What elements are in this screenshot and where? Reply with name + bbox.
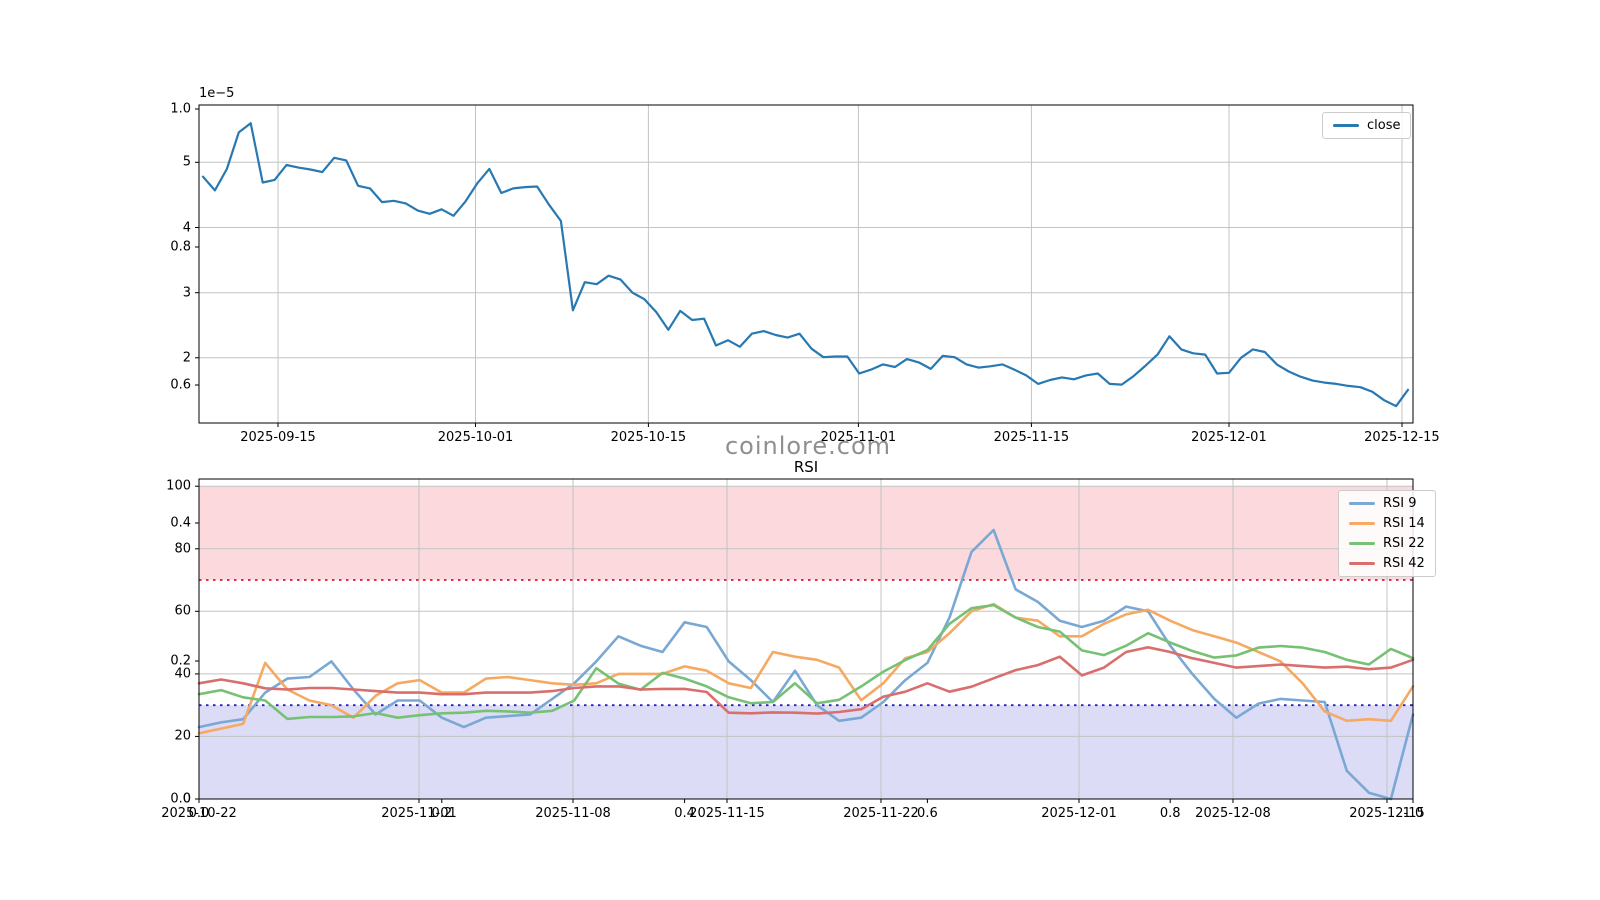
price-xtick-label: 2025-11-01 [820,430,897,445]
price-ytick-label: 2 [182,350,191,366]
overlay-ytick-label: 0.2 [170,653,191,669]
overlay-xtick-label: 0.4 [674,806,695,821]
legend-item-rsi-22[interactable]: RSI 22 [1349,536,1425,551]
rsi-legend[interactable]: RSI 9 RSI 14 RSI 22 RSI 42 [1338,490,1436,577]
legend-swatch [1349,502,1375,505]
close-line-swatch [1333,124,1359,127]
rsi-band [199,705,1413,799]
overlay-xtick-label: 0.2 [431,806,453,821]
price-xtick-label: 2025-10-01 [437,430,514,445]
rsi-ytick-label: 20 [174,728,191,744]
overlay-xtick-label: 0.0 [188,806,210,821]
legend-label: RSI 9 [1383,496,1417,511]
overlay-ytick-label: 0.0 [170,791,191,807]
rsi-xtick-label: 2025-12-08 [1195,806,1271,821]
price-ytick-label: 4 [182,220,191,235]
overlay-ytick-label: 1.0 [170,101,191,117]
price-xtick-label: 2025-09-15 [240,430,316,445]
rsi-xtick-label: 2025-10-22 [161,806,237,821]
legend-label: RSI 22 [1383,536,1425,551]
rsi-ytick-label: 100 [166,478,191,494]
rsi-xtick-label: 2025-11-08 [535,806,611,821]
legend-item-close[interactable]: close [1333,118,1400,133]
rsi-xtick-label: 2025-12-15 [1349,806,1425,821]
overlay-ytick-label: 0.8 [170,239,191,255]
legend-item-rsi-42[interactable]: RSI 42 [1349,556,1425,571]
price-ytick-label: 5 [182,154,191,170]
price-xtick-label: 2025-12-01 [1191,430,1267,445]
rsi-xtick-label: 2025-12-01 [1041,806,1117,821]
series-close [201,122,1410,408]
watermark: coinlore.com [724,432,892,460]
legend-label: RSI 14 [1383,516,1425,531]
rsi-xtick-label: 2025-11-01 [381,806,457,821]
price-legend[interactable]: close [1322,112,1412,139]
rsi-panel-title: RSI [793,458,819,476]
rsi-xtick-label: 2025-11-22 [843,806,919,821]
rsi-ytick-label: 80 [174,541,191,557]
legend-swatch [1349,562,1375,565]
overlay-xtick-label: 1.0 [1402,806,1424,821]
series-rsi-9 [197,528,1415,801]
overlay-xtick-label: 0.8 [1159,806,1181,821]
overlay-ytick-label: 0.4 [170,515,191,531]
y-axis-offset-label: 1e−5 [199,86,235,101]
rsi-ytick-label: 60 [174,603,191,619]
legend-label: RSI 42 [1383,556,1425,571]
overlay-xtick-label: 0.6 [917,806,938,821]
legend-item-rsi-14[interactable]: RSI 14 [1349,516,1425,531]
legend-label: close [1367,118,1401,133]
series-rsi-42 [197,645,1415,715]
rsi-xtick-label: 2025-11-15 [689,806,765,821]
price-xtick-label: 2025-10-15 [610,430,687,445]
legend-swatch [1349,522,1375,525]
rsi-frame [198,478,1414,800]
price-ytick-label: 3 [182,285,191,301]
overlay-ytick-label: 0.6 [170,377,191,393]
series-rsi-14 [197,602,1415,735]
rsi-band [199,486,1413,580]
series-rsi-22 [197,603,1415,721]
price-xtick-label: 2025-11-15 [993,430,1070,445]
legend-item-rsi-9[interactable]: RSI 9 [1349,496,1425,511]
legend-swatch [1349,542,1375,545]
price-frame [198,104,1414,424]
rsi-ytick-label: 40 [174,666,191,682]
rsi-ytick-label: 0 [182,791,191,807]
price-xtick-label: 2025-12-15 [1364,430,1440,445]
